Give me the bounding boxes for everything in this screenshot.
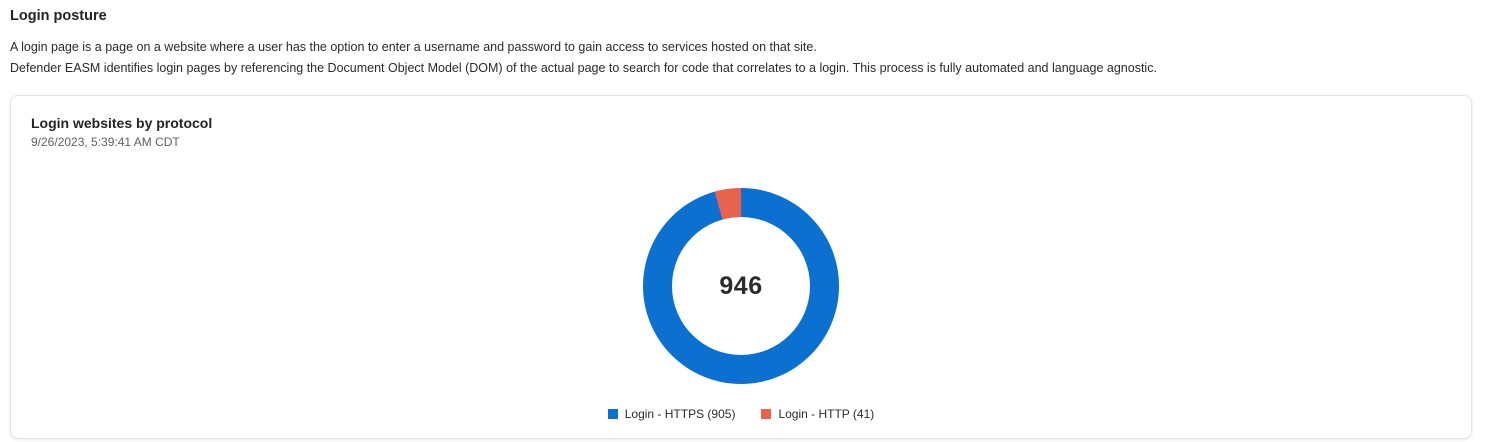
chart-legend: Login - HTTPS (905) Login - HTTP (41) bbox=[607, 407, 874, 421]
description-line-1: A login page is a page on a website wher… bbox=[10, 40, 817, 54]
legend-swatch-https bbox=[607, 409, 618, 419]
donut-hole: 946 bbox=[672, 217, 810, 355]
page-title: Login posture bbox=[10, 8, 107, 24]
donut-chart: 946 Login - HTTPS (905) Login - HTTP (41… bbox=[11, 149, 1471, 421]
description-line-2: Defender EASM identifies login pages by … bbox=[10, 61, 1157, 75]
legend-label-http: Login - HTTP (41) bbox=[778, 407, 875, 421]
card-header: Login websites by protocol 9/26/2023, 5:… bbox=[11, 96, 1471, 149]
card-timestamp: 9/26/2023, 5:39:41 AM CDT bbox=[31, 135, 180, 149]
login-websites-by-protocol-card: Login websites by protocol 9/26/2023, 5:… bbox=[10, 95, 1472, 439]
card-title: Login websites by protocol bbox=[31, 115, 213, 131]
donut-ring[interactable]: 946 bbox=[643, 188, 839, 384]
donut-total-value: 946 bbox=[719, 271, 763, 300]
legend-label-https: Login - HTTPS (905) bbox=[624, 407, 736, 421]
legend-swatch-http bbox=[761, 409, 772, 419]
login-posture-section: Login posture A login page is a page on … bbox=[0, 0, 1490, 79]
legend-item-https[interactable]: Login - HTTPS (905) bbox=[607, 407, 736, 421]
legend-item-http[interactable]: Login - HTTP (41) bbox=[761, 407, 874, 421]
